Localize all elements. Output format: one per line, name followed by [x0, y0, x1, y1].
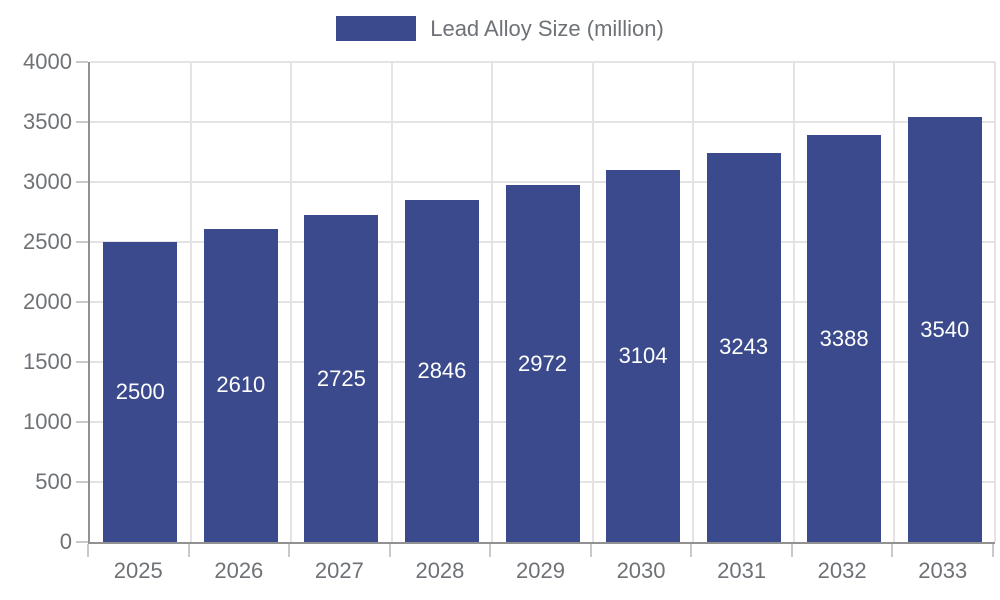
bar-value-label: 3388 [819, 325, 869, 351]
h-gridline [90, 121, 995, 123]
x-tick-mark [589, 544, 592, 557]
y-tick-label: 2000 [23, 289, 72, 314]
x-tick-label: 2028 [415, 558, 465, 583]
y-tick-mark [76, 421, 88, 423]
h-gridline [90, 61, 995, 63]
plot-area: 2500 2610 2725 2846 2972 3104 3243 3388 3540 [88, 61, 996, 544]
x-tick-mark [87, 544, 89, 557]
legend[interactable]: Lead Alloy Size (million) [0, 16, 1000, 41]
y-tick-label: 500 [35, 469, 72, 494]
x-tick-label: 2030 [616, 558, 666, 583]
y-tick-mark [76, 61, 88, 63]
bar-value-label: 2500 [115, 379, 165, 404]
x-tick-mark [891, 544, 894, 557]
y-tick-label: 1000 [23, 409, 72, 434]
y-tick-mark [76, 361, 88, 363]
bar-2030[interactable]: 3104 [606, 169, 681, 542]
x-tick-label: 2025 [113, 558, 163, 583]
bar-2027[interactable]: 2725 [304, 215, 379, 542]
bar-2031[interactable]: 3243 [706, 152, 781, 542]
bar-2026[interactable]: 2610 [203, 228, 278, 542]
legend-swatch [336, 16, 417, 41]
bar-value-label: 2610 [216, 372, 266, 398]
y-tick-label: 3000 [23, 169, 72, 194]
x-tick-label: 2033 [918, 558, 968, 583]
v-gridline [390, 62, 393, 542]
y-tick-label: 1500 [23, 349, 72, 374]
y-tick-mark [76, 301, 88, 303]
bar-value-label: 2725 [316, 365, 366, 391]
x-tick-label: 2029 [516, 558, 565, 583]
x-tick-label: 2026 [214, 558, 264, 583]
legend-label: Lead Alloy Size (million) [430, 16, 664, 41]
bar-2033[interactable]: 3540 [907, 117, 982, 542]
y-tick-mark [76, 481, 88, 483]
x-tick-mark [288, 544, 291, 557]
x-tick-mark [489, 544, 492, 557]
bar-2025[interactable]: 2500 [103, 242, 178, 542]
v-gridline [792, 62, 795, 542]
x-tick-mark [790, 544, 793, 557]
x-tick-label: 2027 [314, 558, 364, 583]
bar-value-label: 2846 [417, 358, 467, 384]
v-gridline [491, 62, 494, 542]
y-tick-label: 2500 [23, 229, 72, 254]
y-tick-mark [76, 541, 88, 543]
bar-value-label: 3540 [920, 316, 970, 342]
v-gridline [994, 62, 996, 542]
bar-2032[interactable]: 3388 [807, 135, 882, 542]
v-gridline [692, 62, 695, 542]
y-tick-mark [76, 241, 88, 243]
x-tick-mark [992, 544, 994, 557]
y-tick-label: 3500 [23, 109, 72, 134]
v-gridline [189, 62, 192, 542]
bar-value-label: 3104 [618, 342, 668, 368]
x-tick-mark [388, 544, 391, 557]
bar-2029[interactable]: 2972 [505, 185, 580, 542]
x-tick-label: 2032 [817, 558, 867, 583]
v-gridline [893, 62, 896, 542]
v-gridline [591, 62, 594, 542]
bar-value-label: 2972 [518, 350, 567, 376]
v-gridline [290, 62, 293, 542]
y-tick-label: 0 [59, 529, 72, 554]
x-tick-label: 2031 [717, 558, 767, 583]
bar-2028[interactable]: 2846 [404, 200, 479, 542]
bar-value-label: 3243 [719, 334, 769, 360]
y-tick-label: 4000 [23, 49, 72, 74]
x-tick-mark [187, 544, 190, 557]
y-tick-mark [76, 181, 88, 183]
h-gridline [90, 181, 995, 183]
x-tick-mark [690, 544, 693, 557]
y-tick-mark [76, 121, 88, 123]
